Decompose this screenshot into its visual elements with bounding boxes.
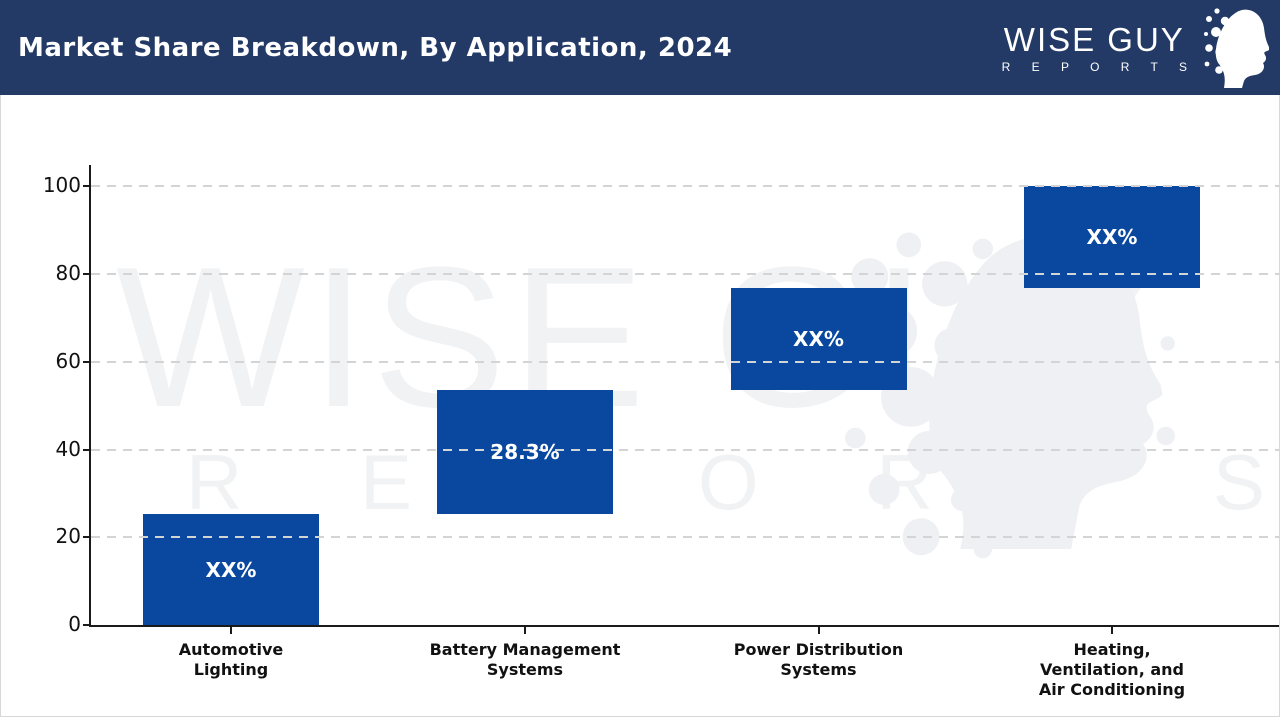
y-axis-tick xyxy=(83,273,90,276)
brand-logo-text: WISE GUY R E P O R T S xyxy=(993,23,1196,73)
y-axis-tick xyxy=(83,360,90,363)
x-axis-category-label: Battery Management Systems xyxy=(429,640,621,679)
x-axis-category-label: Automotive Lighting xyxy=(178,640,284,679)
gridline xyxy=(91,360,1279,363)
x-axis-tick xyxy=(524,627,526,634)
bar-value-text: XX% xyxy=(205,557,257,582)
y-axis-tick-label: 0 xyxy=(68,612,81,636)
x-axis-tick xyxy=(1111,627,1113,634)
bar-segment xyxy=(730,287,907,390)
gridline xyxy=(91,536,1279,539)
x-axis-tick xyxy=(817,627,820,634)
header-band: Market Share Breakdown, By Application, … xyxy=(0,0,1280,95)
bar-value-label: XX% xyxy=(1024,186,1200,287)
gridline xyxy=(91,448,1279,451)
gridline xyxy=(91,185,1279,188)
y-axis-tick-label: 100 xyxy=(42,173,81,198)
brand-subtitle: R E P O R T S xyxy=(1001,59,1196,74)
head-profile-icon xyxy=(1200,4,1270,92)
y-axis-line xyxy=(89,165,91,627)
bar-value-label: XX% xyxy=(143,514,319,625)
x-axis-category-label: Heating, Ventilation, and Air Conditioni… xyxy=(1038,640,1186,699)
bar-segment xyxy=(437,389,613,515)
page-title: Market Share Breakdown, By Application, … xyxy=(18,32,733,63)
bar-value-label: XX% xyxy=(731,288,907,390)
bar-segment xyxy=(1024,186,1200,288)
y-axis-tick xyxy=(83,624,90,626)
bar-value-text: XX% xyxy=(1086,225,1138,250)
y-axis-tick-label: 60 xyxy=(55,348,81,373)
bar-value-text: XX% xyxy=(793,326,844,351)
brand-name: WISE GUY xyxy=(1003,20,1185,58)
y-axis-tick-label: 40 xyxy=(55,436,81,461)
bar-value-text: 28.3% xyxy=(490,439,560,464)
x-axis-category-label: Power Distribution Systems xyxy=(733,640,904,679)
chart-canvas: WISE GUY R E P O R T S xyxy=(0,95,1280,717)
gridline xyxy=(91,273,1279,276)
y-axis-tick xyxy=(83,536,90,539)
bar-value-label: 28.3% xyxy=(437,390,613,514)
y-axis-tick xyxy=(83,185,90,188)
y-axis-tick-label: 20 xyxy=(55,524,81,549)
bar-segment xyxy=(143,514,319,625)
brand-logo: WISE GUY R E P O R T S xyxy=(993,4,1280,92)
x-axis-tick xyxy=(230,627,232,634)
x-axis-line xyxy=(89,625,1279,627)
y-axis-tick xyxy=(83,448,90,451)
y-axis-tick-label: 80 xyxy=(55,261,81,286)
